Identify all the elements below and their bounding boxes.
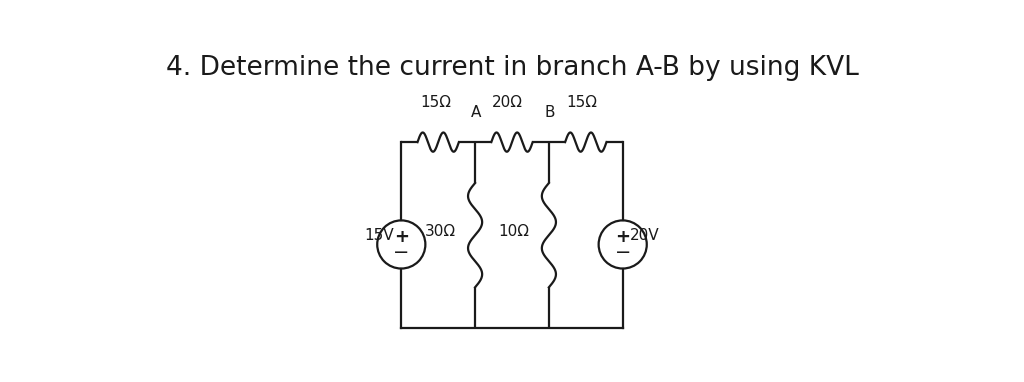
Text: 15Ω: 15Ω (566, 95, 597, 110)
Text: 10Ω: 10Ω (499, 225, 529, 240)
Text: 4. Determine the current in branch A-B by using KVL: 4. Determine the current in branch A-B b… (166, 55, 858, 81)
Text: +: + (615, 228, 630, 246)
Text: −: − (614, 243, 631, 262)
Text: 30Ω: 30Ω (425, 225, 456, 240)
Text: +: + (394, 228, 409, 246)
Text: B: B (545, 105, 555, 120)
Text: 20Ω: 20Ω (493, 95, 523, 110)
Text: −: − (393, 243, 410, 262)
Text: 20V: 20V (631, 228, 660, 243)
Text: A: A (471, 105, 481, 120)
Text: 15Ω: 15Ω (420, 95, 452, 110)
Text: 15V: 15V (364, 228, 393, 243)
